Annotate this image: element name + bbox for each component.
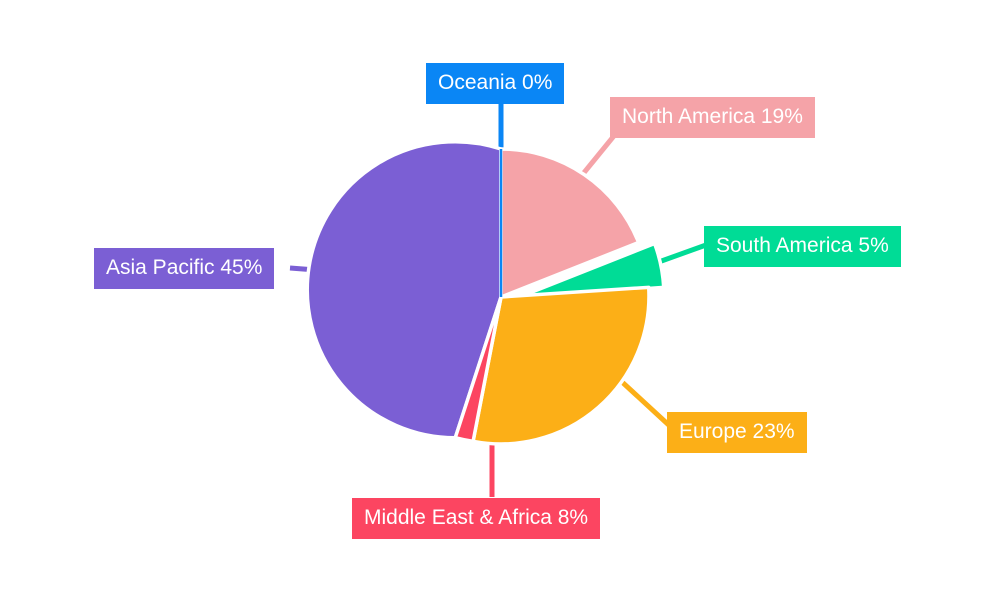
pie-slices (305, 140, 666, 446)
pie-label-oceania-text: Oceania 0% (438, 71, 553, 94)
pie-label-south-america-text: South America 5% (716, 234, 889, 257)
pie-label-north-america[interactable]: North America 19% (610, 97, 815, 138)
pie-slice-asia-pacific[interactable] (305, 140, 503, 440)
pie-label-middle-east-africa[interactable]: Middle East & Africa 8% (352, 498, 601, 539)
pie-label-oceania[interactable]: Oceania 0% (426, 63, 565, 104)
pie-label-asia-pacific[interactable]: Asia Pacific 45% (94, 248, 275, 289)
pie-label-europe-text: Europe 23% (679, 420, 795, 443)
pie-label-south-america[interactable]: South America 5% (704, 226, 901, 267)
pie-slice-south-america[interactable] (515, 241, 666, 300)
pie-label-north-america-text: North America 19% (622, 105, 803, 128)
pie-label-middle-east-africa-text: Middle East & Africa 8% (364, 506, 589, 529)
pie-label-europe[interactable]: Europe 23% (667, 412, 807, 453)
pie-slice-north-america[interactable] (499, 147, 641, 299)
pie-label-asia-pacific-text: Asia Pacific 45% (106, 256, 263, 279)
leader-line-europe (619, 379, 674, 430)
pie-slice-middle-east-africa[interactable] (453, 295, 503, 444)
pie-slice-europe[interactable] (471, 285, 651, 446)
